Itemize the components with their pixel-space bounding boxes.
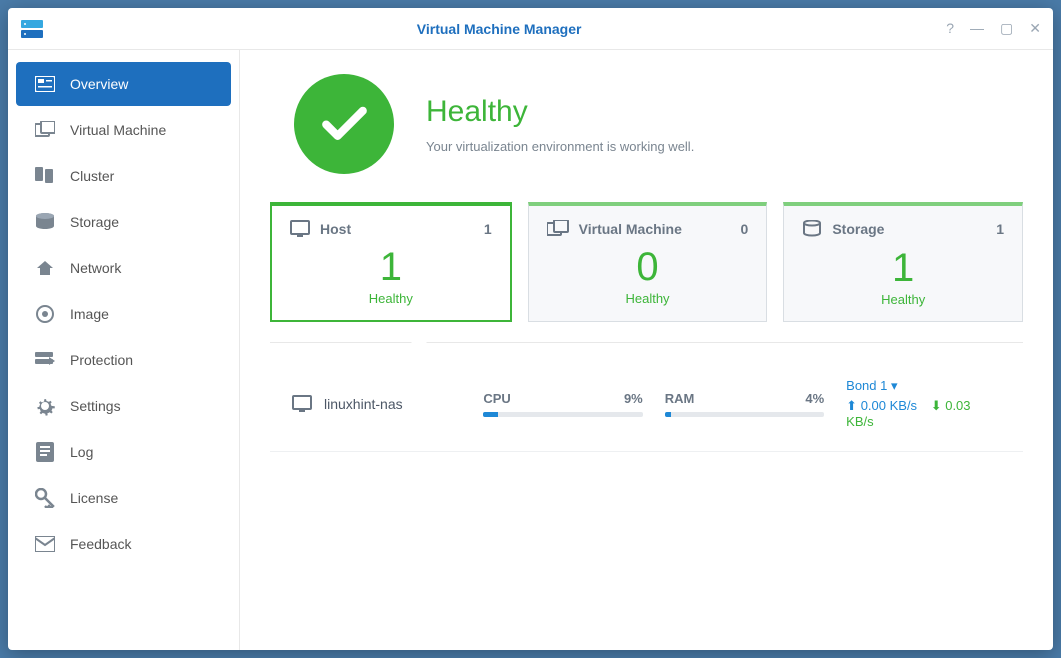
nav-label: Settings bbox=[70, 398, 121, 414]
check-icon bbox=[294, 74, 394, 174]
ram-value: 4% bbox=[805, 391, 824, 406]
log-icon bbox=[34, 442, 56, 462]
network-icon bbox=[34, 258, 56, 278]
gear-icon bbox=[34, 396, 56, 416]
vm-icon bbox=[34, 120, 56, 140]
card-storage[interactable]: Storage 1 1 Healthy bbox=[783, 202, 1023, 322]
cpu-label: CPU bbox=[483, 391, 510, 406]
card-host[interactable]: Host 1 1 Healthy bbox=[270, 202, 512, 322]
nav-label: License bbox=[70, 490, 118, 506]
health-subtitle: Your virtualization environment is worki… bbox=[426, 139, 694, 154]
interface-dropdown[interactable]: Bond 1 ▾ bbox=[846, 378, 897, 393]
host-row[interactable]: linuxhint-nas CPU 9% RAM 4% bbox=[270, 368, 1023, 452]
image-icon bbox=[34, 304, 56, 324]
storage-icon bbox=[34, 212, 56, 232]
nav-settings[interactable]: Settings bbox=[16, 384, 231, 428]
card-label: Storage bbox=[832, 221, 884, 237]
nav-virtual-machine[interactable]: Virtual Machine bbox=[16, 108, 231, 152]
host-name: linuxhint-nas bbox=[324, 396, 403, 412]
nav-protection[interactable]: Protection bbox=[16, 338, 231, 382]
main-content: Healthy Your virtualization environment … bbox=[240, 50, 1053, 650]
nav-overview[interactable]: Overview bbox=[16, 62, 231, 106]
card-label: Virtual Machine bbox=[579, 221, 682, 237]
download-icon: ⬇ bbox=[931, 398, 942, 413]
close-icon[interactable]: ✕ bbox=[1029, 20, 1041, 37]
titlebar[interactable]: Virtual Machine Manager ? — ▢ ✕ bbox=[8, 8, 1053, 50]
nav-storage[interactable]: Storage bbox=[16, 200, 231, 244]
vm-icon bbox=[547, 220, 569, 237]
nav-label: Protection bbox=[70, 352, 133, 368]
host-icon bbox=[292, 395, 312, 412]
protection-icon bbox=[34, 350, 56, 370]
card-pointer bbox=[270, 342, 1023, 356]
overview-icon bbox=[34, 74, 56, 94]
window-title: Virtual Machine Manager bbox=[52, 21, 946, 37]
app-icon bbox=[20, 17, 44, 41]
chevron-down-icon: ▾ bbox=[891, 378, 898, 393]
nav-label: Overview bbox=[70, 76, 128, 92]
nav-license[interactable]: License bbox=[16, 476, 231, 520]
card-value: 1 bbox=[290, 247, 492, 287]
nav-image[interactable]: Image bbox=[16, 292, 231, 336]
card-sub: Healthy bbox=[547, 291, 749, 306]
upload-rate: ⬆ 0.00 KB/s bbox=[846, 398, 917, 413]
nav-feedback[interactable]: Feedback bbox=[16, 522, 231, 566]
nav-cluster[interactable]: Cluster bbox=[16, 154, 231, 198]
card-count: 0 bbox=[741, 221, 749, 237]
maximize-icon[interactable]: ▢ bbox=[1000, 20, 1013, 37]
minimize-icon[interactable]: — bbox=[970, 20, 984, 37]
card-sub: Healthy bbox=[802, 292, 1004, 307]
upload-icon: ⬆ bbox=[846, 398, 857, 413]
ram-metric: RAM 4% bbox=[665, 391, 824, 417]
cluster-icon bbox=[34, 166, 56, 186]
nav-label: Virtual Machine bbox=[70, 122, 166, 138]
network-stats: Bond 1 ▾ ⬆ 0.00 KB/s ⬇ 0.03 KB/s bbox=[846, 378, 1001, 429]
nav-log[interactable]: Log bbox=[16, 430, 231, 474]
nav-label: Feedback bbox=[70, 536, 131, 552]
nav-label: Network bbox=[70, 260, 121, 276]
key-icon bbox=[34, 488, 56, 508]
nav-network[interactable]: Network bbox=[16, 246, 231, 290]
nav-label: Cluster bbox=[70, 168, 114, 184]
card-sub: Healthy bbox=[290, 291, 492, 306]
nav-label: Storage bbox=[70, 214, 119, 230]
host-icon bbox=[290, 220, 310, 237]
envelope-icon bbox=[34, 534, 56, 554]
cpu-metric: CPU 9% bbox=[483, 391, 642, 417]
app-window: Virtual Machine Manager ? — ▢ ✕ Overview… bbox=[8, 8, 1053, 650]
help-icon[interactable]: ? bbox=[946, 20, 954, 37]
health-title: Healthy bbox=[426, 95, 694, 129]
summary-cards: Host 1 1 Healthy Virtual Machine 0 0 Hea… bbox=[270, 202, 1023, 322]
card-label: Host bbox=[320, 221, 351, 237]
card-vm[interactable]: Virtual Machine 0 0 Healthy bbox=[528, 202, 768, 322]
card-value: 1 bbox=[802, 248, 1004, 288]
health-banner: Healthy Your virtualization environment … bbox=[270, 74, 1023, 174]
nav-label: Image bbox=[70, 306, 109, 322]
nav-label: Log bbox=[70, 444, 93, 460]
cpu-value: 9% bbox=[624, 391, 643, 406]
card-value: 0 bbox=[547, 247, 749, 287]
card-count: 1 bbox=[484, 221, 492, 237]
card-count: 1 bbox=[996, 221, 1004, 237]
sidebar: Overview Virtual Machine Cluster Storage… bbox=[8, 50, 240, 650]
storage-icon bbox=[802, 220, 822, 238]
ram-label: RAM bbox=[665, 391, 695, 406]
